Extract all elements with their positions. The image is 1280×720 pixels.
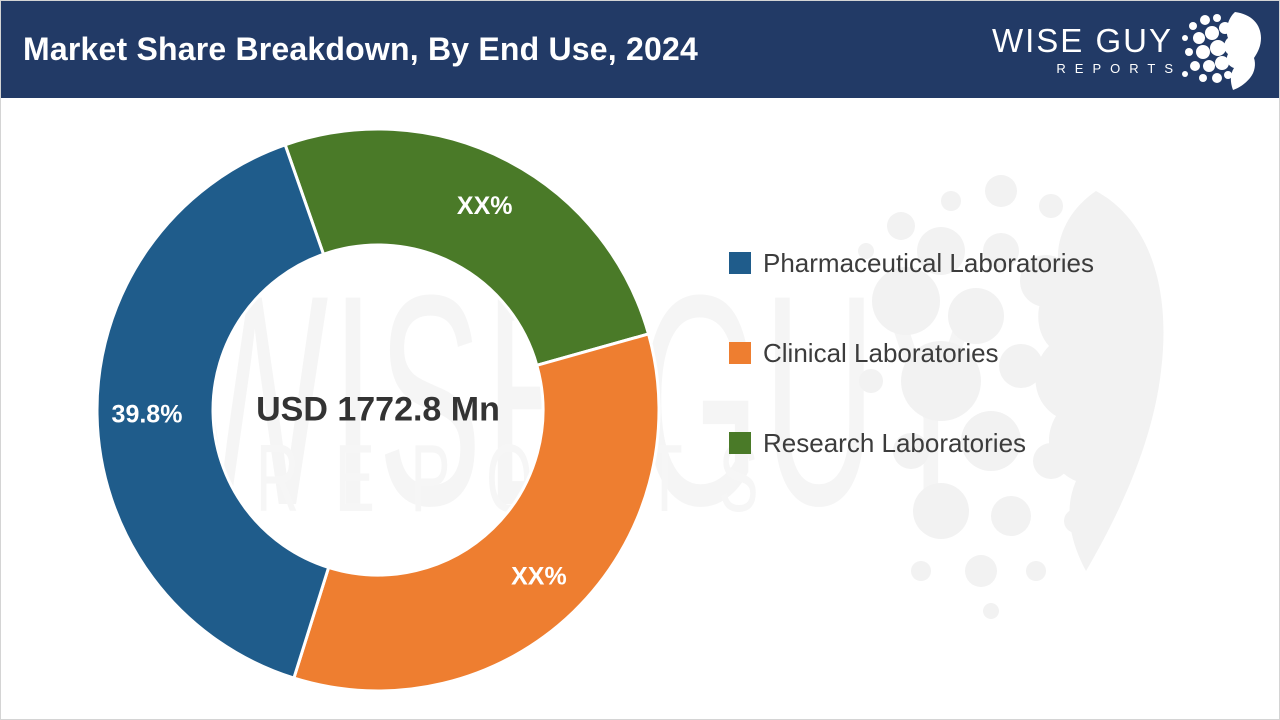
chart-center-value: USD 1772.8 Mn bbox=[256, 390, 500, 429]
slice-clinical-laboratories bbox=[292, 332, 661, 693]
watermark-face-dots bbox=[858, 175, 1164, 619]
logo-subtitle: REPORTS bbox=[1056, 61, 1182, 76]
legend-label: Research Laboratories bbox=[763, 427, 1027, 458]
legend-label: Pharmaceutical Laboratories bbox=[763, 247, 1094, 278]
legend-item-research: Research Laboratories bbox=[729, 428, 1094, 458]
legend-item-pharmaceutical: Pharmaceutical Laboratories bbox=[729, 248, 1094, 278]
logo-text: WISE GUY REPORTS bbox=[992, 24, 1173, 75]
logo-face-icon bbox=[1182, 11, 1261, 90]
legend-swatch-orange bbox=[729, 342, 751, 364]
slice-label: XX% bbox=[511, 563, 567, 591]
slice-label: 39.8% bbox=[112, 401, 183, 429]
logo-wordmark: WISE GUY bbox=[991, 22, 1173, 59]
slice-label: XX% bbox=[457, 192, 513, 220]
donut-chart: XX% XX% 39.8% bbox=[88, 120, 668, 700]
legend-swatch-green bbox=[729, 432, 751, 454]
legend-swatch-blue bbox=[729, 252, 751, 274]
legend-label: Clinical Laboratories bbox=[763, 337, 999, 368]
slice-research-laboratories bbox=[283, 127, 651, 367]
legend-item-clinical: Clinical Laboratories bbox=[729, 338, 1094, 368]
page-title: Market Share Breakdown, By End Use, 2024 bbox=[23, 31, 698, 67]
chart-legend: Pharmaceutical Laboratories Clinical Lab… bbox=[729, 248, 1094, 518]
logo: WISE GUY REPORTS bbox=[992, 1, 1267, 98]
slice-pharmaceutical-laboratories bbox=[95, 143, 331, 680]
header-bar: Market Share Breakdown, By End Use, 2024… bbox=[1, 1, 1279, 98]
